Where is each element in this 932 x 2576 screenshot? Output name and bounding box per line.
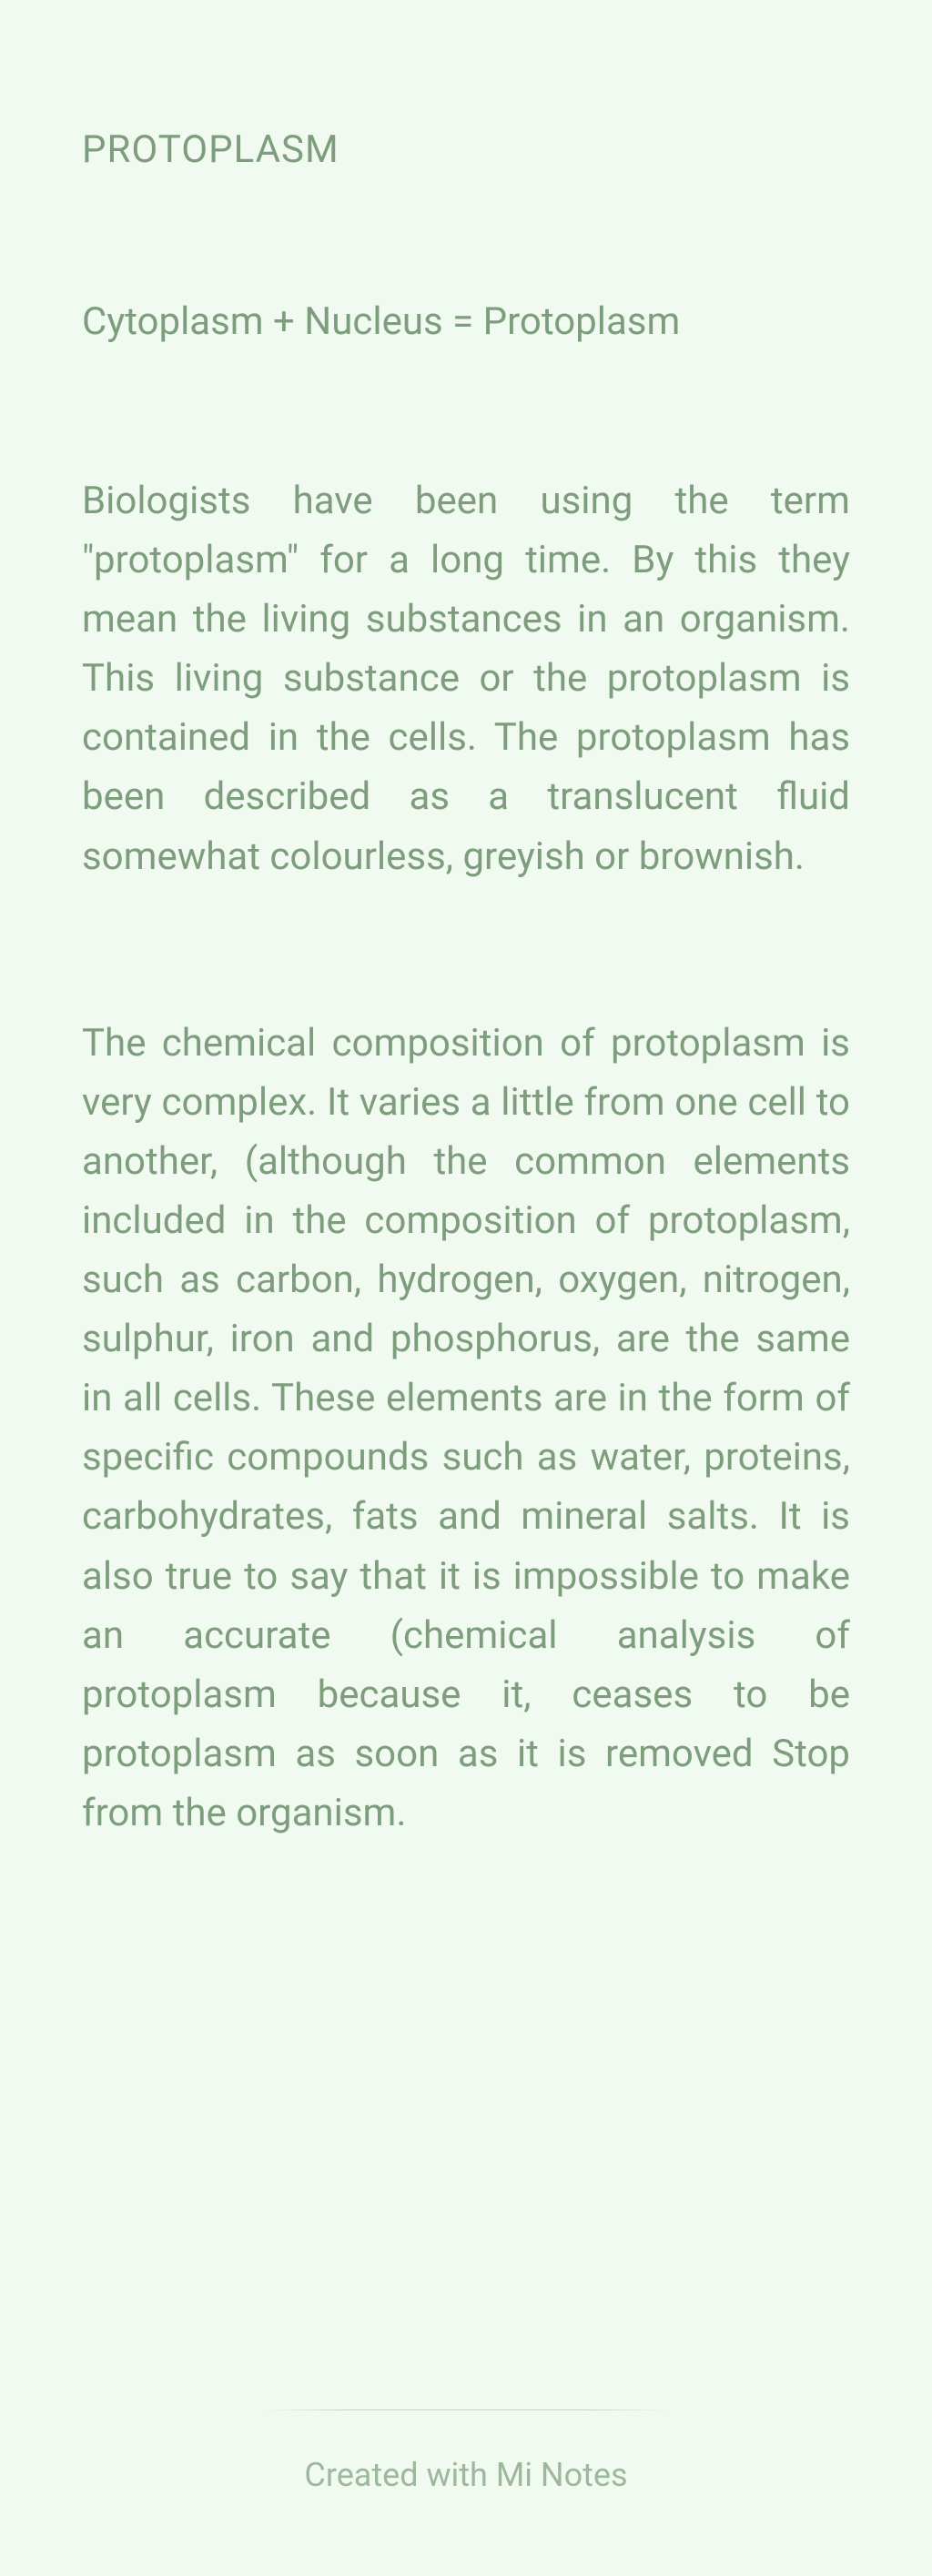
note-equation: Cytoplasm + Nucleus = Protoplasm bbox=[82, 299, 850, 344]
note-title: PROTOPLASM bbox=[82, 127, 850, 172]
footer-credit: Created with Mi Notes bbox=[0, 2456, 932, 2494]
note-paragraph-1: Biologists have been using the term "pro… bbox=[82, 471, 850, 886]
footer-divider bbox=[266, 2409, 666, 2410]
note-paragraph-2: The chemical composition of protoplasm i… bbox=[82, 1014, 850, 1843]
note-content: PROTOPLASM Cytoplasm + Nucleus = Protopl… bbox=[0, 0, 932, 1843]
footer: Created with Mi Notes bbox=[0, 2409, 932, 2576]
